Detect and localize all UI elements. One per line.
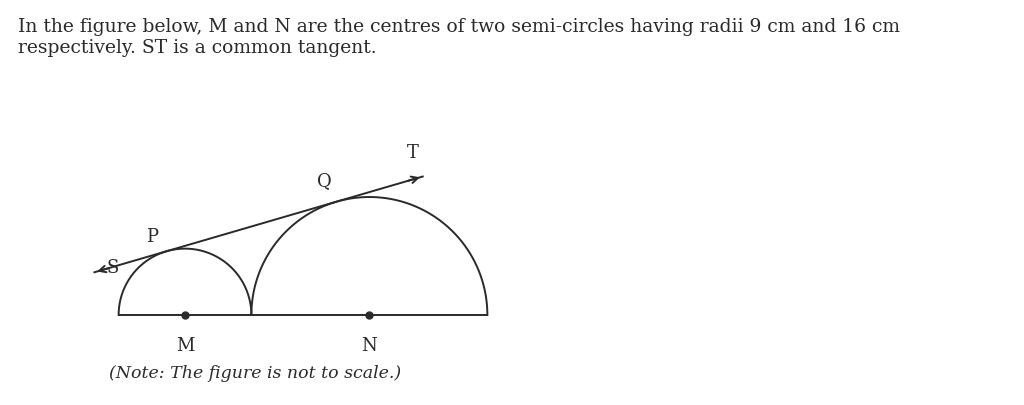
Text: P: P [146, 228, 159, 246]
Text: (Note: The figure is not to scale.): (Note: The figure is not to scale.) [109, 365, 400, 382]
Text: In the figure below, M and N are the centres of two semi-circles having radii 9 : In the figure below, M and N are the cen… [18, 18, 900, 57]
Text: T: T [407, 143, 419, 162]
Text: S: S [106, 259, 119, 277]
Text: N: N [361, 337, 377, 355]
Text: Q: Q [316, 172, 332, 190]
Text: M: M [176, 337, 195, 355]
